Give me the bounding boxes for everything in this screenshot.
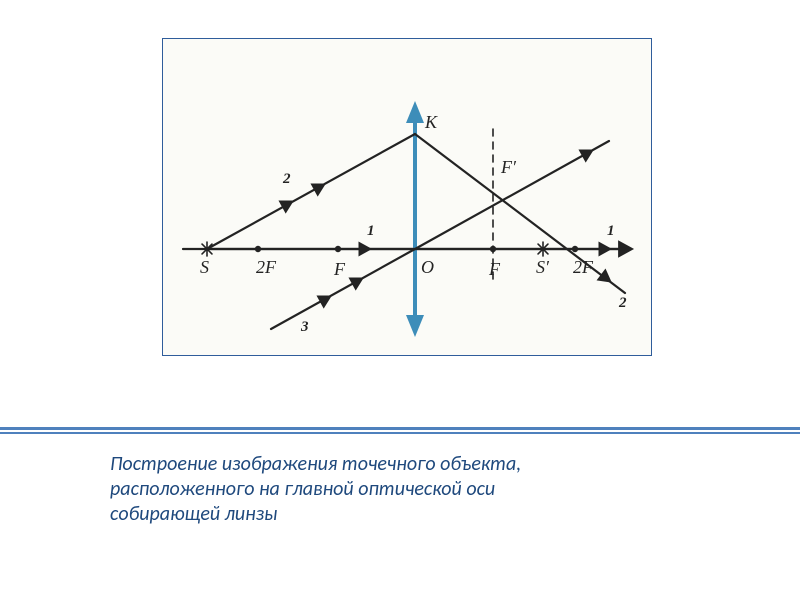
caption-text: Построение изображения точечного объекта…	[110, 452, 521, 527]
svg-text:3: 3	[300, 319, 309, 335]
svg-text:F: F	[333, 259, 346, 279]
svg-text:2: 2	[282, 171, 291, 187]
svg-text:S′: S′	[536, 257, 550, 277]
double-rule-divider	[0, 427, 800, 435]
svg-text:F: F	[488, 259, 501, 279]
slide: 1 1 2 2 3 S 2F F O F S′ 2F K F′ Построение изображени…	[0, 0, 800, 600]
lens-ray-diagram: 1 1 2 2 3 S 2F F O F S′ 2F K F′	[163, 39, 653, 357]
caption-line-2: расположенного на главной оптической оси	[110, 477, 521, 502]
svg-text:1: 1	[367, 223, 375, 239]
svg-text:O: O	[421, 257, 434, 277]
svg-text:1: 1	[607, 223, 615, 239]
svg-text:F′: F′	[500, 157, 517, 177]
caption-line-1: Построение изображения точечного объекта…	[110, 452, 521, 477]
svg-text:K: K	[424, 112, 438, 132]
svg-text:2F: 2F	[256, 257, 277, 277]
svg-text:2: 2	[618, 295, 627, 311]
svg-text:S: S	[200, 257, 209, 277]
svg-text:2F: 2F	[573, 257, 594, 277]
caption-line-3: собирающей линзы	[110, 502, 521, 527]
lens-diagram-frame: 1 1 2 2 3 S 2F F O F S′ 2F K F′	[162, 38, 652, 356]
